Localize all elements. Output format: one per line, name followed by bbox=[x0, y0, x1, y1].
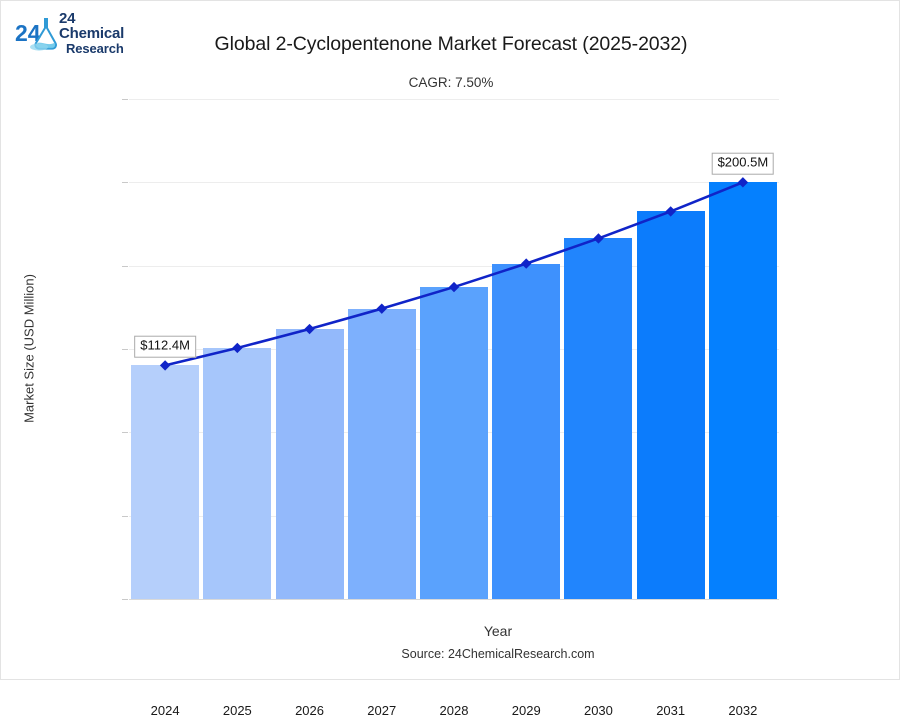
gridline bbox=[129, 99, 779, 100]
bar-2031[interactable] bbox=[636, 211, 705, 599]
chart-subtitle-cagr: CAGR: 7.50% bbox=[408, 75, 494, 90]
x-axis-tick-label: 2031 bbox=[656, 703, 686, 718]
source-note: Source: 24ChemicalResearch.com bbox=[401, 647, 595, 661]
data-point-marker-2026[interactable] bbox=[304, 323, 315, 335]
x-axis-tick-label: 2027 bbox=[367, 703, 397, 718]
gridline bbox=[129, 265, 779, 267]
brand-logo-line2: Research bbox=[66, 40, 124, 56]
gridline bbox=[129, 599, 779, 600]
data-point-marker-2032[interactable] bbox=[737, 177, 749, 188]
plot-area: $0.0M$40.1M$80.2M$120.3M$160.4M$200.5M$2… bbox=[122, 99, 779, 718]
x-axis-tick-label: 2026 bbox=[295, 703, 324, 718]
trend-line bbox=[164, 181, 744, 367]
bar-2029[interactable] bbox=[492, 263, 561, 599]
x-axis-tick-label: 2024 bbox=[150, 703, 180, 718]
data-point-marker-2031[interactable] bbox=[665, 206, 676, 217]
x-axis-tick-label: 2030 bbox=[583, 703, 613, 718]
chart-title: Global 2-Cyclopentenone Market Forecast … bbox=[214, 33, 688, 55]
bar-2026[interactable] bbox=[275, 329, 344, 599]
x-axis-title: Year bbox=[483, 623, 513, 639]
data-point-marker-2028[interactable] bbox=[448, 281, 460, 293]
y-axis-tick-mark bbox=[122, 99, 128, 100]
bar-2024[interactable] bbox=[131, 365, 200, 599]
y-axis-title: Market Size (USD Million) bbox=[21, 274, 37, 423]
data-point-marker-2030[interactable] bbox=[593, 233, 604, 244]
brand-logo: 24 24 Chemical Research bbox=[15, 11, 127, 55]
data-point-marker-2027[interactable] bbox=[376, 303, 387, 314]
data-point-marker-2029[interactable] bbox=[521, 258, 532, 269]
bar-2028[interactable] bbox=[420, 287, 488, 599]
x-axis-tick-label: 2025 bbox=[222, 703, 252, 718]
flask-icon: 24 bbox=[15, 13, 61, 53]
y-axis-tick-mark bbox=[122, 265, 128, 267]
bar-2030[interactable] bbox=[564, 238, 633, 599]
x-axis-tick-label: 2032 bbox=[728, 703, 758, 718]
data-point-marker-2024[interactable] bbox=[159, 360, 171, 371]
brand-logo-line1: 24 Chemical bbox=[59, 10, 125, 43]
y-axis-tick-mark bbox=[122, 182, 128, 184]
bar-2027[interactable] bbox=[347, 308, 416, 599]
line-series-overlay bbox=[159, 177, 749, 371]
gridline bbox=[129, 182, 779, 184]
x-axis-tick-label: 2028 bbox=[439, 703, 469, 718]
y-axis-tick-mark bbox=[122, 349, 128, 350]
y-axis-tick-mark bbox=[122, 515, 128, 517]
bar-2025[interactable] bbox=[203, 347, 272, 599]
brand-logo-text: 24 Chemical Research bbox=[59, 11, 127, 55]
y-axis-tick-mark bbox=[122, 432, 128, 434]
bar-2032[interactable] bbox=[708, 182, 777, 599]
value-label-2032: $200.5M bbox=[711, 153, 775, 175]
value-label-2024: $112.4M bbox=[134, 336, 196, 358]
y-axis-tick-mark bbox=[122, 599, 128, 600]
data-point-marker-2025[interactable] bbox=[232, 342, 243, 354]
x-axis-tick-label: 2029 bbox=[511, 703, 541, 718]
